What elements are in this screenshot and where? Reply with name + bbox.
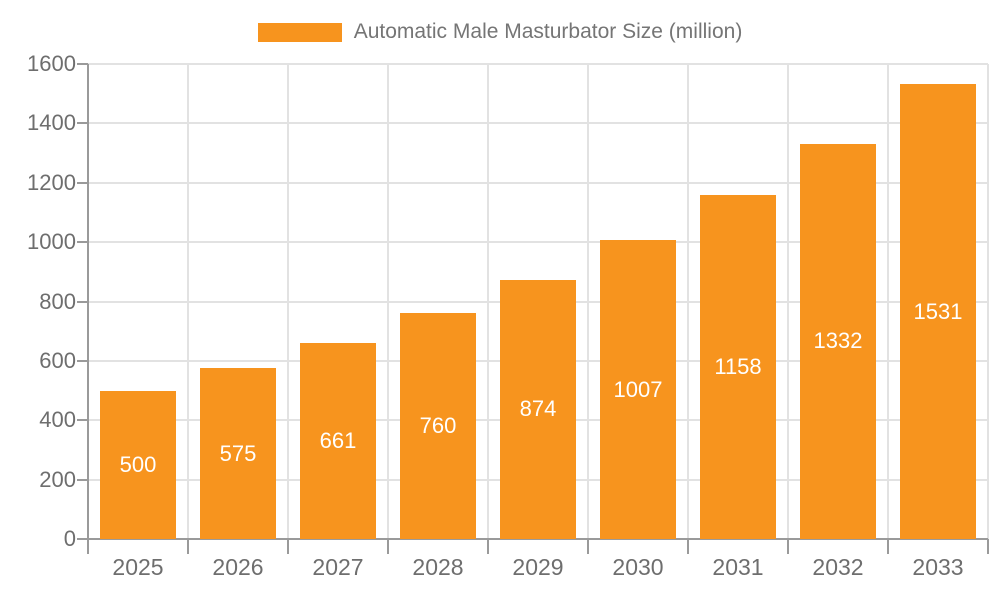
bar-2032[interactable] <box>800 143 876 539</box>
x-axis-tick <box>687 539 689 554</box>
x-axis-tick <box>287 539 289 554</box>
bar-2025[interactable] <box>100 390 176 539</box>
bar-2026[interactable] <box>200 368 276 539</box>
x-gridline <box>387 64 389 539</box>
x-axis-tick-label: 2026 <box>212 554 264 580</box>
x-gridline <box>487 64 489 539</box>
x-gridline <box>887 64 889 539</box>
x-gridline <box>687 64 689 539</box>
x-gridline <box>787 64 789 539</box>
y-axis-tick <box>77 300 88 303</box>
x-gridline <box>587 64 589 539</box>
y-axis-tick-label: 200 <box>39 466 76 492</box>
bar-value-label: 661 <box>319 427 357 453</box>
bar-2031[interactable] <box>700 195 776 539</box>
x-axis-tick <box>187 539 189 554</box>
y-axis-tick-label: 800 <box>39 288 76 314</box>
bar-value-label: 1158 <box>714 354 762 380</box>
y-axis-tick <box>77 419 88 422</box>
y-axis-tick <box>77 63 88 65</box>
bar-value-label: 760 <box>419 413 457 439</box>
bar-2030[interactable] <box>600 240 676 539</box>
y-axis-tick-label: 600 <box>39 347 76 373</box>
y-axis-tick <box>77 181 88 184</box>
bar-value-label: 1332 <box>813 328 863 354</box>
y-axis-tick <box>77 122 88 125</box>
y-axis-tick-label: 0 <box>63 526 76 551</box>
bar-value-label: 500 <box>119 451 157 477</box>
y-axis-tick <box>77 478 88 481</box>
x-gridline <box>187 64 189 539</box>
x-axis-tick-label: 2030 <box>612 554 664 580</box>
y-axis-line <box>87 64 89 554</box>
x-axis-tick <box>987 539 989 554</box>
x-axis-tick <box>587 539 589 554</box>
x-axis-tick-label: 2033 <box>912 554 964 580</box>
bar-2028[interactable] <box>400 313 476 539</box>
x-axis-tick <box>387 539 389 554</box>
y-gridline <box>88 181 988 184</box>
y-gridline <box>88 241 988 244</box>
y-gridline <box>88 122 988 125</box>
x-axis-line <box>77 538 988 540</box>
y-axis-tick-label: 1600 <box>27 51 76 76</box>
bar-value-label: 874 <box>519 396 557 422</box>
x-axis-tick-label: 2028 <box>412 554 464 580</box>
x-axis-tick <box>887 539 889 554</box>
bar-2027[interactable] <box>300 342 376 539</box>
x-axis-tick-label: 2027 <box>312 554 364 580</box>
y-gridline <box>88 63 988 65</box>
y-axis-tick-label: 1200 <box>27 169 76 195</box>
x-axis-tick-label: 2032 <box>812 554 864 580</box>
x-gridline <box>287 64 289 539</box>
x-axis-tick <box>787 539 789 554</box>
legend[interactable]: Automatic Male Masturbator Size (million… <box>0 12 1000 52</box>
bar-2033[interactable] <box>900 84 976 539</box>
x-gridline <box>987 64 989 539</box>
x-axis-tick-label: 2031 <box>712 554 764 580</box>
y-axis-tick-label: 1000 <box>27 229 76 255</box>
y-axis-tick-label: 400 <box>39 407 76 433</box>
bar-value-label: 1531 <box>913 298 963 324</box>
bar-2029[interactable] <box>500 279 576 539</box>
bar-value-label: 1007 <box>613 376 663 402</box>
x-axis-tick-label: 2029 <box>512 554 564 580</box>
legend-label: Automatic Male Masturbator Size (million… <box>353 20 743 43</box>
y-axis-tick-label: 1400 <box>27 110 76 136</box>
bar-value-label: 575 <box>219 440 257 466</box>
x-axis-tick-label: 2025 <box>112 554 164 580</box>
x-axis-tick <box>487 539 489 554</box>
y-axis-tick <box>77 241 88 244</box>
y-axis-tick <box>77 359 88 362</box>
legend-swatch-icon <box>257 22 342 42</box>
